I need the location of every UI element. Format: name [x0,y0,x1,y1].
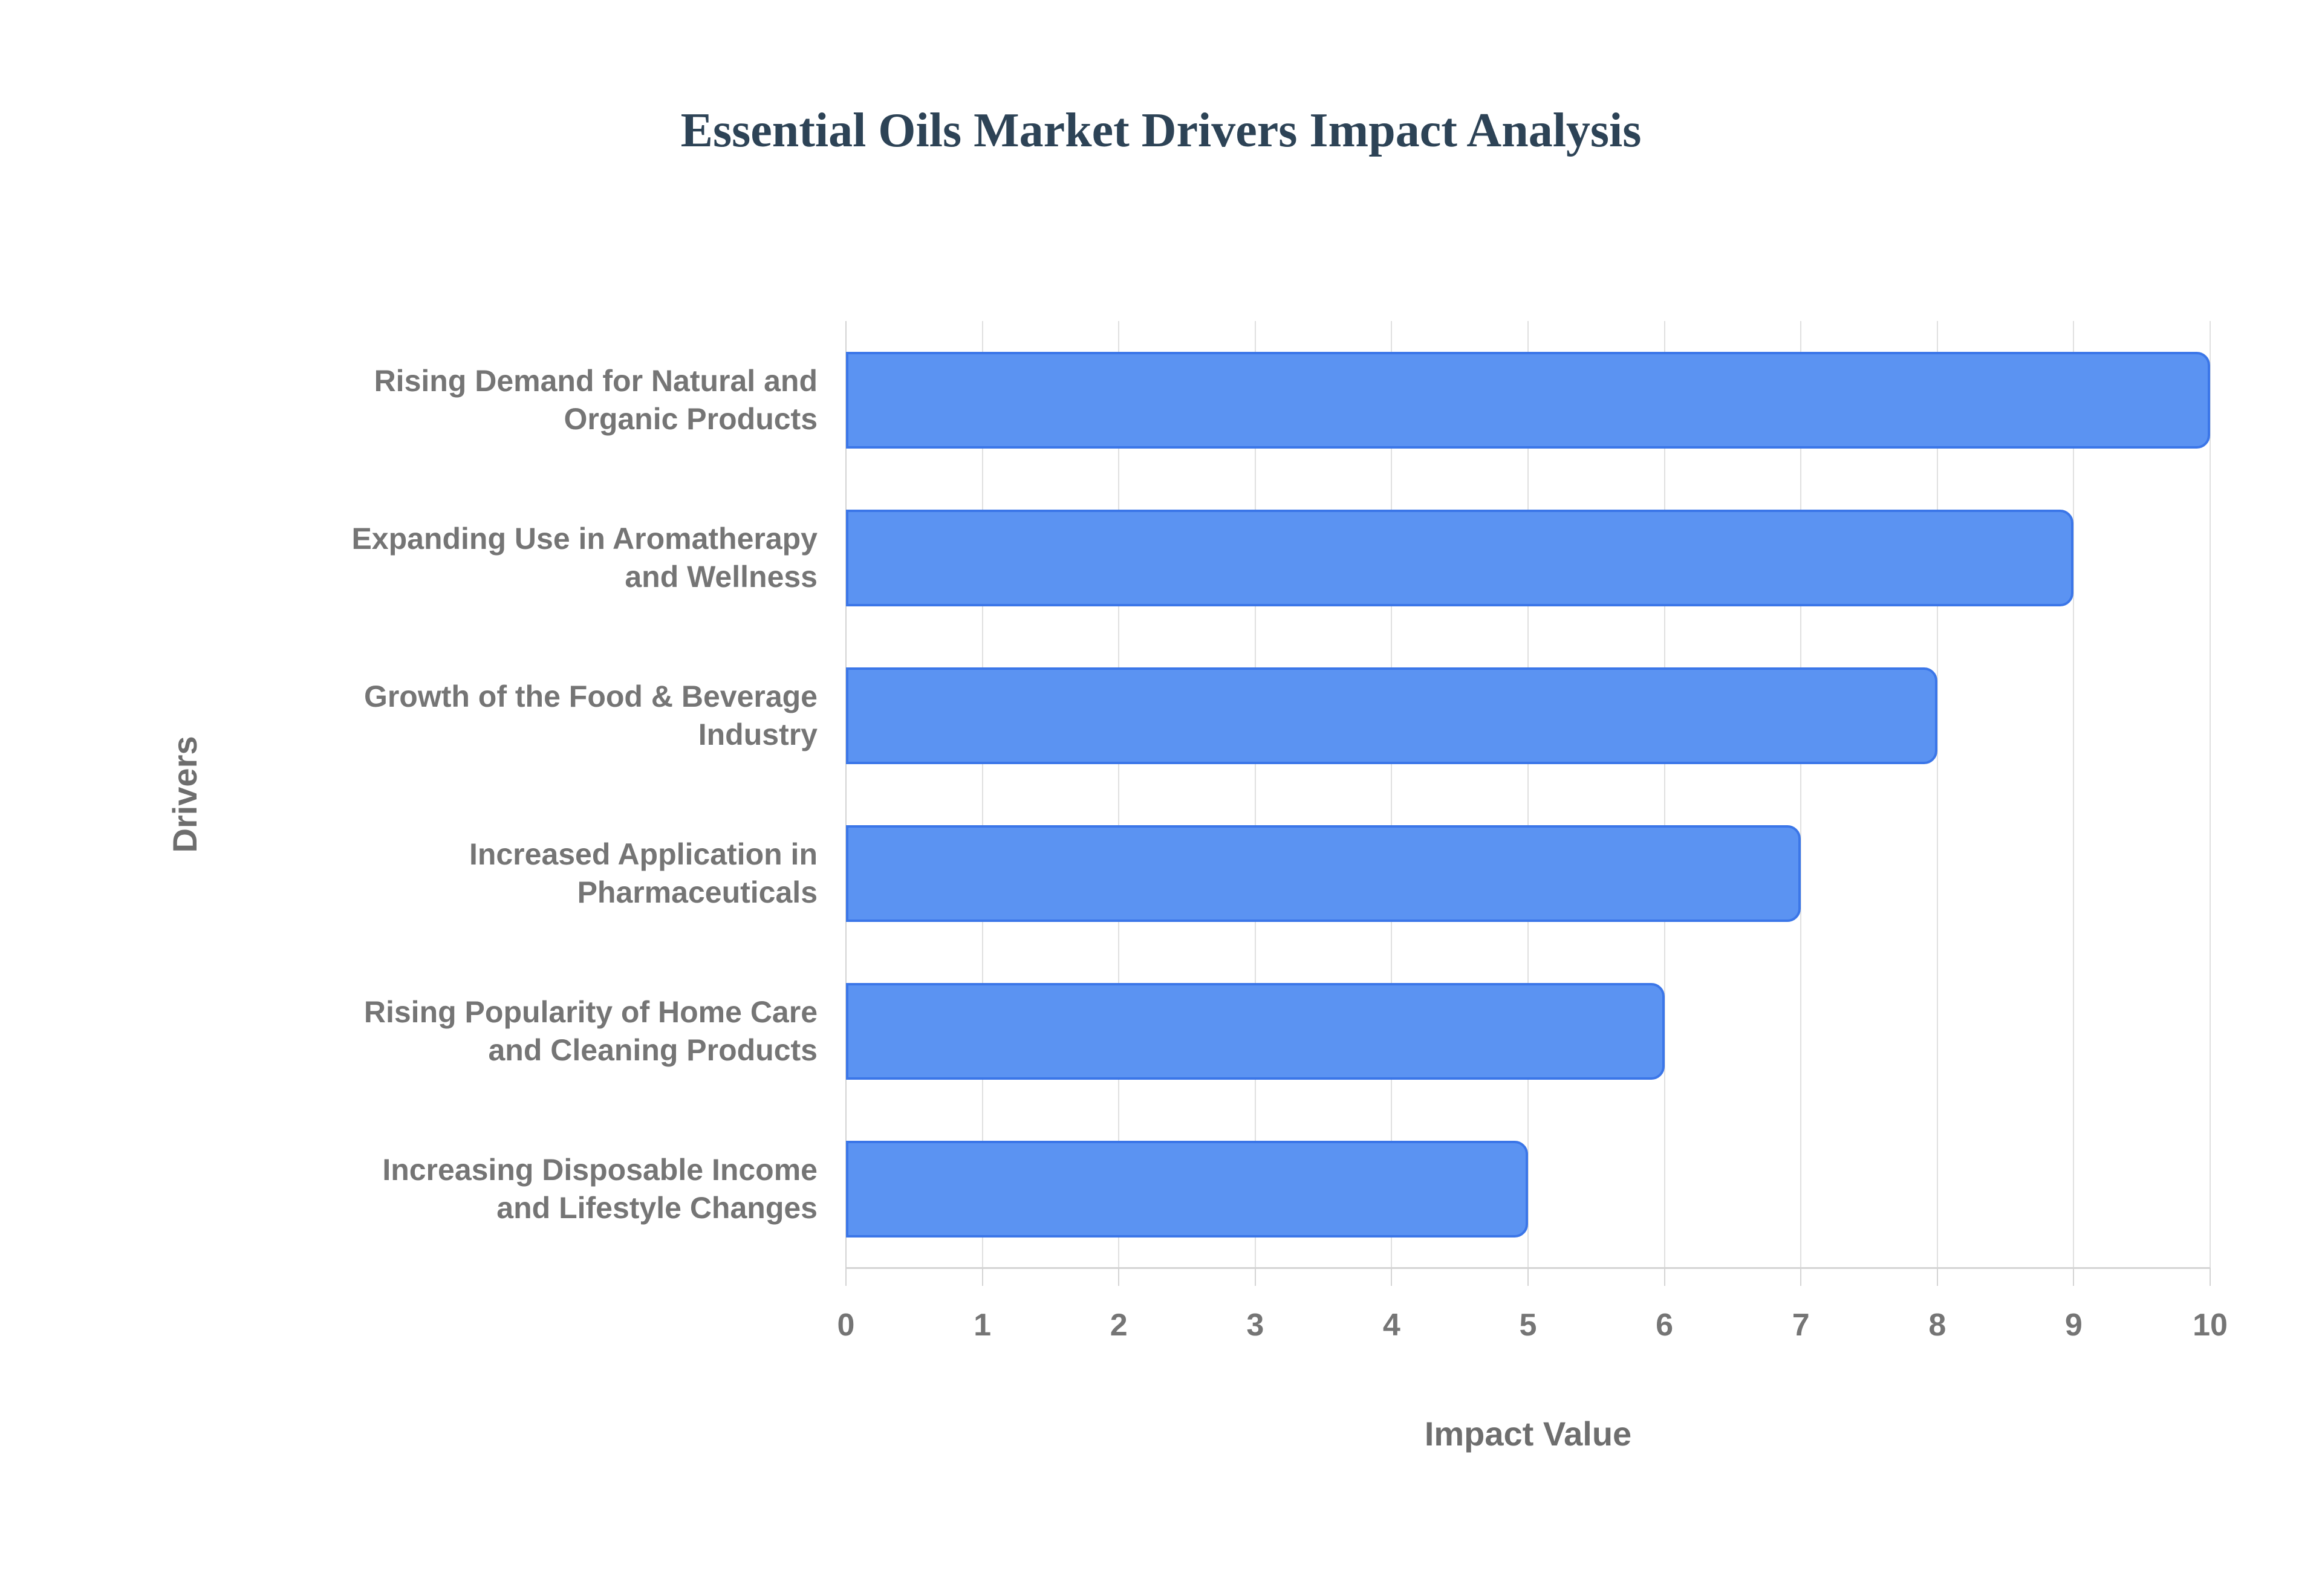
axis-tick [1527,1268,1529,1286]
gridline [1527,321,1529,1268]
x-axis-line [846,1267,2210,1269]
category-label: Rising Popularity of Home Care and Clean… [363,994,818,1067]
chart-title: Essential Oils Market Drivers Impact Ana… [680,104,1642,157]
x-tick-label: 10 [2193,1308,2228,1343]
category-label: Rising Demand for Natural and Organic Pr… [374,363,818,436]
axis-tick [1936,1268,1938,1286]
axis-tick [2210,1268,2211,1286]
x-tick-label: 5 [1519,1308,1537,1343]
x-tick-label: 8 [1928,1308,1946,1343]
x-tick-label: 9 [2064,1308,2083,1343]
y-axis-line [845,321,847,1268]
gridline [2073,321,2075,1268]
axis-tick [1254,1268,1256,1286]
axis-tick [1391,1268,1393,1286]
x-axis-title: Impact Value [1424,1415,1632,1453]
x-tick-label: 2 [1110,1308,1128,1343]
axis-tick [845,1268,847,1286]
axis-tick [1800,1268,1802,1286]
x-tick-label: 1 [974,1308,992,1343]
category-label: Increased Application in Pharmaceuticals [469,837,818,909]
category-label: Growth of the Food & Beverage Industry [363,679,818,751]
category-label: Expanding Use in Aromatherapy and Wellne… [351,521,818,594]
axis-tick [1118,1268,1120,1286]
x-tick-label: 3 [1246,1308,1264,1343]
bar-5[interactable] [846,982,1665,1080]
x-tick-label: 6 [1656,1308,1674,1343]
gridline [1663,321,1665,1268]
gridline [1391,321,1393,1268]
axis-tick [981,1268,983,1286]
gridline [1936,321,1938,1268]
x-tick-label: 0 [837,1308,855,1343]
category-label: Increasing Disposable Income and Lifesty… [382,1152,818,1225]
x-tick-label: 4 [1382,1308,1400,1343]
bar-1[interactable] [846,351,2210,449]
gridline [2210,321,2211,1268]
bar-4[interactable] [846,825,1801,922]
gridline [1800,321,1802,1268]
axis-tick [1663,1268,1665,1286]
gridline [981,321,983,1268]
bar-2[interactable] [846,509,2074,606]
bar-6[interactable] [846,1140,1528,1238]
x-tick-label: 7 [1792,1308,1810,1343]
gridline [1118,321,1120,1268]
axis-tick [2073,1268,2075,1286]
gridline [1254,321,1256,1268]
bar-3[interactable] [846,667,1937,764]
y-axis-title: Drivers [166,736,204,853]
